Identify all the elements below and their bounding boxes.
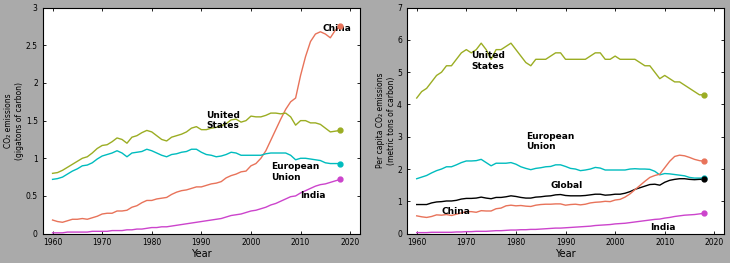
Text: United
States: United States — [207, 111, 240, 130]
Text: India: India — [301, 191, 326, 200]
X-axis label: Year: Year — [556, 249, 576, 259]
Text: China: China — [442, 207, 470, 216]
Text: Global: Global — [550, 181, 583, 190]
Text: European
Union: European Union — [526, 132, 575, 151]
X-axis label: Year: Year — [191, 249, 212, 259]
Y-axis label: Per capita CO₂ emissions
(metric tons of carbon): Per capita CO₂ emissions (metric tons of… — [375, 73, 396, 168]
Y-axis label: CO₂ emissions
(gigatons of carbon): CO₂ emissions (gigatons of carbon) — [4, 82, 24, 160]
Text: India: India — [650, 222, 675, 232]
Text: China: China — [323, 24, 352, 33]
Text: European
Union: European Union — [271, 162, 319, 181]
Text: United
States: United States — [472, 51, 505, 71]
